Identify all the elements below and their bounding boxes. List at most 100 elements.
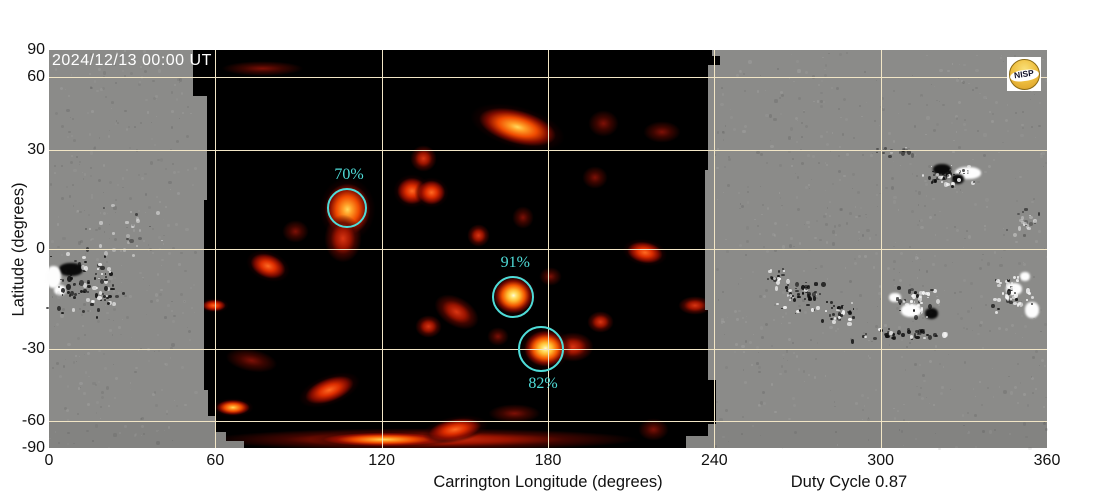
magnetogram-grain (827, 278, 829, 280)
magnetogram-grain (118, 291, 122, 295)
magnetogram-speckle (69, 277, 73, 280)
magnetogram-grain (920, 293, 923, 297)
magnetogram-speckle (1025, 224, 1028, 227)
magnetogram-speckle (161, 240, 163, 242)
magnetogram-speckle (913, 333, 916, 336)
magnetogram-grain (758, 233, 762, 236)
magnetogram-grain (993, 251, 997, 254)
magnetogram-grain (89, 86, 93, 89)
magnetogram-grain (918, 393, 922, 397)
magnetogram-speckle (925, 315, 928, 319)
magnetogram-grain (791, 158, 794, 161)
magnetogram-grain (964, 128, 967, 131)
magnetogram-grain (908, 103, 911, 106)
magnetogram-grain (120, 333, 122, 336)
magnetogram-speckle (831, 318, 834, 321)
magnetogram-grain (1032, 275, 1035, 278)
magnetogram-speckle (917, 300, 921, 304)
magnetogram-speckle (61, 311, 65, 314)
magnetogram-speckle (1016, 303, 1020, 308)
magnetogram-grain (833, 400, 836, 403)
magnetogram-speckle (895, 297, 900, 301)
magnetogram-grain (772, 232, 776, 236)
magnetogram-grain (954, 292, 957, 295)
magnetogram-grain (766, 207, 769, 210)
magnetogram-grain (908, 283, 911, 287)
magnetogram-grain (1039, 308, 1043, 311)
magnetogram-speckle (804, 286, 809, 291)
magnetogram-grain (715, 400, 718, 403)
magnetogram-grain (98, 381, 101, 384)
magnetogram-grain (89, 239, 92, 242)
magnetogram-grain (154, 94, 158, 98)
magnetogram-grain (152, 393, 156, 396)
y-tick--90: -90 (21, 439, 45, 456)
magnetogram-grain (872, 152, 874, 155)
magnetogram-grain (844, 350, 846, 353)
magnetogram-grain (986, 97, 988, 99)
magnetogram-grain (963, 237, 966, 240)
magnetogram-grain (72, 361, 76, 364)
magnetogram-grain (920, 218, 924, 222)
magnetogram-grain (102, 353, 105, 356)
magnetogram-grain (183, 299, 187, 303)
magnetogram-patch-white (1019, 272, 1030, 282)
magnetogram-grain (717, 298, 720, 301)
magnetogram-grain (888, 344, 891, 346)
magnetogram-grain (88, 375, 90, 377)
magnetogram-grain (954, 187, 956, 189)
magnetogram-grain (93, 146, 96, 149)
magnetogram-grain (829, 151, 832, 153)
magnetogram-grain (155, 404, 158, 408)
magnetogram-grain (755, 346, 759, 350)
magnetogram-grain (147, 359, 150, 362)
magnetogram-grain (977, 129, 980, 132)
magnetogram-speckle (1033, 221, 1037, 224)
magnetogram-speckle (786, 283, 789, 286)
magnetogram-grain (193, 167, 197, 171)
magnetogram-speckle (896, 286, 902, 290)
magnetogram-grain (968, 82, 970, 84)
magnetogram-speckle (804, 288, 809, 293)
magnetogram-grain (740, 348, 743, 351)
magnetogram-grain (138, 83, 142, 87)
magnetogram-grain (816, 99, 820, 103)
magnetogram-grain (1002, 60, 1005, 63)
magnetogram-grain (51, 240, 54, 243)
magnetogram-grain (137, 173, 140, 176)
magnetogram-speckle (911, 295, 915, 298)
magnetogram-grain (60, 86, 64, 91)
gridline-latitude-0 (49, 249, 1047, 250)
magnetogram-grain (56, 362, 59, 365)
magnetogram-grain (1033, 93, 1036, 95)
magnetogram-grain (144, 172, 147, 176)
magnetogram-speckle (1007, 279, 1010, 281)
magnetogram-speckle (801, 284, 805, 290)
magnetogram-grain (725, 250, 729, 253)
magnetogram-speckle (1013, 302, 1018, 305)
magnetogram-grain (773, 117, 777, 122)
magnetogram-grain (781, 245, 785, 249)
magnetogram-grain (123, 425, 127, 429)
magnetogram-grain (856, 308, 858, 310)
magnetogram-grain (902, 445, 904, 447)
magnetogram-grain (726, 316, 729, 319)
magnetogram-grain (819, 91, 823, 95)
magnetogram-grain (1034, 219, 1037, 223)
magnetogram-grain (752, 271, 754, 274)
farside-signal-blob (511, 206, 535, 230)
magnetogram-grain (180, 292, 183, 296)
magnetogram-grain (99, 212, 102, 214)
magnetogram-grain (759, 326, 764, 330)
magnetogram-speckle (1025, 288, 1030, 294)
magnetogram-speckle (962, 172, 965, 175)
magnetogram-grain (140, 424, 144, 429)
magnetogram-speckle (1031, 302, 1034, 305)
magnetogram-grain (992, 112, 995, 115)
magnetogram-grain (955, 114, 959, 118)
magnetogram-grain (790, 237, 794, 241)
magnetogram-grain (974, 396, 976, 398)
magnetogram-grain (154, 144, 156, 146)
magnetogram-grain (779, 112, 782, 115)
magnetogram-grain (717, 131, 720, 134)
